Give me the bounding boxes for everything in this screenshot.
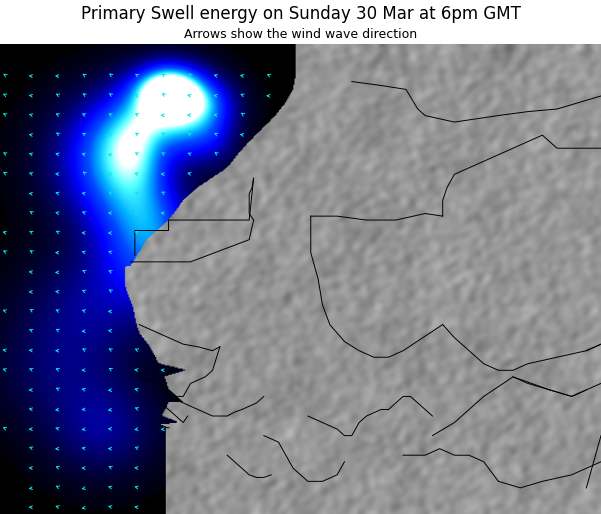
Text: Primary Swell energy on Sunday 30 Mar at 6pm GMT: Primary Swell energy on Sunday 30 Mar at… bbox=[81, 5, 520, 23]
Text: Arrows show the wind wave direction: Arrows show the wind wave direction bbox=[184, 28, 417, 41]
